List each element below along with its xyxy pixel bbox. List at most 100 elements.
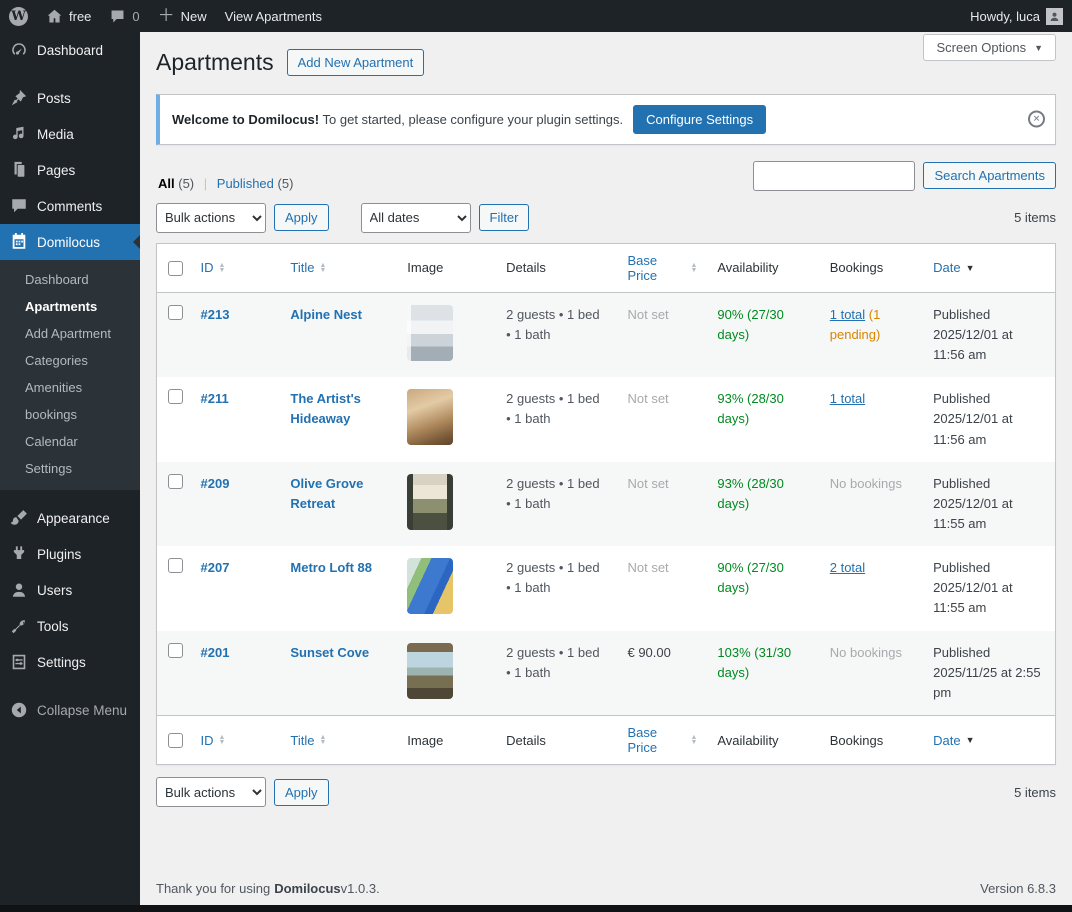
column-sort-link-date[interactable]: Date▼ xyxy=(933,260,974,275)
row-checkbox-cell xyxy=(157,546,191,630)
date-cell: Published2025/12/01 at 11:56 am xyxy=(923,292,1055,377)
column-label: Details xyxy=(506,260,546,275)
column-header-image: Image xyxy=(397,716,496,765)
dismiss-notice-icon[interactable]: ✕ xyxy=(1028,111,1045,128)
sidebar-item-users[interactable]: Users xyxy=(0,572,140,608)
submenu-item-apartments[interactable]: Apartments xyxy=(0,293,140,320)
footer-wp-version: Version 6.8.3 xyxy=(980,881,1056,896)
apartment-image-cell xyxy=(397,631,496,716)
screen-options-button[interactable]: Screen Options ▼ xyxy=(923,34,1056,61)
availability-text: 93% (28/30 days) xyxy=(717,391,784,426)
column-header-base-price[interactable]: Base Price▲▼ xyxy=(617,243,707,292)
search-apartments-button[interactable]: Search Apartments xyxy=(923,162,1056,189)
apartment-title-link[interactable]: Metro Loft 88 xyxy=(290,560,372,575)
column-header-id[interactable]: ID▲▼ xyxy=(191,243,281,292)
column-sort-link-base-price[interactable]: Base Price▲▼ xyxy=(627,725,697,755)
sidebar-item-appearance[interactable]: Appearance xyxy=(0,500,140,536)
column-header-availability: Availability xyxy=(707,243,819,292)
sort-arrows-icon: ▲▼ xyxy=(319,735,326,745)
apartment-title-link[interactable]: Sunset Cove xyxy=(290,645,369,660)
date-cell: Published2025/12/01 at 11:56 am xyxy=(923,377,1055,461)
submenu-item-bookings[interactable]: bookings xyxy=(0,401,140,428)
column-sort-link-id[interactable]: ID▲▼ xyxy=(201,260,226,275)
view-filter-all[interactable]: All (5) xyxy=(158,176,198,191)
sidebar-item-comments[interactable]: Comments xyxy=(0,188,140,224)
submenu-item-categories[interactable]: Categories xyxy=(0,347,140,374)
apply-button-bottom[interactable]: Apply xyxy=(274,779,329,806)
column-sort-link-id[interactable]: ID▲▼ xyxy=(201,733,226,748)
sidebar-item-domilocus[interactable]: Domilocus xyxy=(0,224,140,260)
search-input[interactable] xyxy=(753,161,915,191)
items-count: 5 items xyxy=(1014,210,1056,225)
submenu-item-amenities[interactable]: Amenities xyxy=(0,374,140,401)
wordpress-logo-menu[interactable]: W xyxy=(0,0,37,32)
column-header-title[interactable]: Title▲▼ xyxy=(280,243,397,292)
sidebar-item-settings[interactable]: Settings xyxy=(0,644,140,680)
apartment-title-link[interactable]: Alpine Nest xyxy=(290,307,362,322)
row-checkbox[interactable] xyxy=(168,643,183,658)
submenu-item-calendar[interactable]: Calendar xyxy=(0,428,140,455)
sidebar-item-label: Domilocus xyxy=(37,235,100,250)
column-header-title[interactable]: Title ▲▼ xyxy=(280,716,397,765)
row-checkbox[interactable] xyxy=(168,305,183,320)
apartment-title-link[interactable]: The Artist's Hideaway xyxy=(290,391,361,426)
availability-cell: 103% (31/30 days) xyxy=(707,631,819,716)
sidebar-item-media[interactable]: Media xyxy=(0,116,140,152)
column-header-date[interactable]: Date▼ xyxy=(923,243,1055,292)
publish-status-text: Published xyxy=(933,558,1045,578)
apply-button[interactable]: Apply xyxy=(274,204,329,231)
submenu-item-add-apartment[interactable]: Add Apartment xyxy=(0,320,140,347)
select-all-checkbox[interactable] xyxy=(168,261,183,276)
bookings-total-link[interactable]: 1 total xyxy=(830,307,865,322)
row-checkbox[interactable] xyxy=(168,389,183,404)
avatar xyxy=(1046,8,1063,25)
sidebar-item-posts[interactable]: Posts xyxy=(0,80,140,116)
column-sort-link-base-price[interactable]: Base Price▲▼ xyxy=(627,253,697,283)
bulk-actions-select[interactable]: Bulk actions xyxy=(156,203,266,233)
screen-options-label: Screen Options xyxy=(936,40,1026,55)
column-header-base-price[interactable]: Base Price▲▼ xyxy=(617,716,707,765)
comments-admin-bar-link[interactable]: 0 xyxy=(100,0,148,32)
select-all-checkbox[interactable] xyxy=(168,733,183,748)
apartment-id-link[interactable]: #207 xyxy=(201,560,230,575)
column-header-date[interactable]: Date▼ xyxy=(923,716,1055,765)
apartment-id-cell: #207 xyxy=(191,546,281,630)
column-label: Title xyxy=(290,733,314,748)
view-apartments-link[interactable]: View Apartments xyxy=(216,0,331,32)
availability-cell: 93% (28/30 days) xyxy=(707,377,819,461)
sidebar-item-dashboard[interactable]: Dashboard xyxy=(0,32,140,68)
column-label: Base Price xyxy=(627,253,685,283)
apartment-title-link[interactable]: Olive Grove Retreat xyxy=(290,476,363,511)
menu-separator xyxy=(0,68,140,80)
filter-button[interactable]: Filter xyxy=(479,204,530,231)
bookings-total-link[interactable]: 2 total xyxy=(830,560,865,575)
row-checkbox[interactable] xyxy=(168,558,183,573)
apartment-id-link[interactable]: #209 xyxy=(201,476,230,491)
column-label: Bookings xyxy=(830,733,883,748)
apartment-id-link[interactable]: #213 xyxy=(201,307,230,322)
view-filter-published[interactable]: Published (5) xyxy=(217,176,294,191)
new-content-menu[interactable]: ＋ New xyxy=(149,0,216,32)
row-checkbox[interactable] xyxy=(168,474,183,489)
my-account-menu[interactable]: Howdy, luca xyxy=(961,0,1072,32)
apartment-id-link[interactable]: #201 xyxy=(201,645,230,660)
configure-settings-button[interactable]: Configure Settings xyxy=(633,105,766,134)
column-sort-link-title[interactable]: Title▲▼ xyxy=(290,260,326,275)
submenu-item-settings[interactable]: Settings xyxy=(0,455,140,482)
sidebar-item-pages[interactable]: Pages xyxy=(0,152,140,188)
column-sort-link-date[interactable]: Date▼ xyxy=(933,733,974,748)
add-new-apartment-button[interactable]: Add New Apartment xyxy=(287,49,425,76)
submenu-item-dashboard[interactable]: Dashboard xyxy=(0,266,140,293)
row-checkbox-cell xyxy=(157,462,191,546)
all-dates-select[interactable]: All dates xyxy=(361,203,471,233)
sidebar-item-plugins[interactable]: Plugins xyxy=(0,536,140,572)
column-sort-link-title[interactable]: Title ▲▼ xyxy=(290,733,326,748)
bookings-total-link[interactable]: 1 total xyxy=(830,391,865,406)
sidebar-item-tools[interactable]: Tools xyxy=(0,608,140,644)
apartment-id-link[interactable]: #211 xyxy=(201,391,229,406)
availability-cell: 90% (27/30 days) xyxy=(707,546,819,630)
collapse-menu-button[interactable]: Collapse Menu xyxy=(0,692,140,728)
site-name-link[interactable]: free xyxy=(37,0,100,32)
column-header-id[interactable]: ID▲▼ xyxy=(191,716,281,765)
bulk-actions-select-bottom[interactable]: Bulk actions xyxy=(156,777,266,807)
